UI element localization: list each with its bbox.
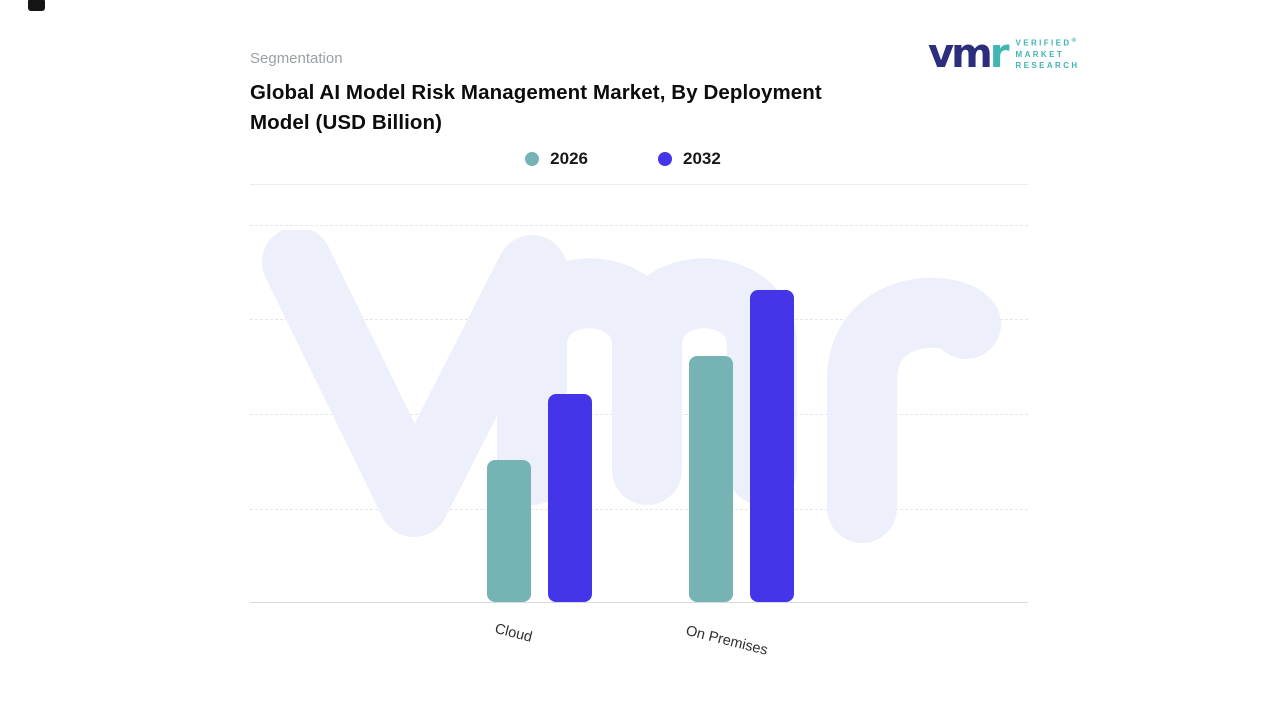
plot-area: Cloud On Premises [250, 224, 1028, 659]
bar-cloud-2032[interactable] [548, 394, 592, 602]
legend-dot-2032 [658, 152, 672, 166]
watermark-v [262, 230, 567, 537]
vmr-watermark [262, 230, 1001, 543]
header-divider [250, 184, 1028, 185]
legend-label-2026: 2026 [550, 149, 588, 168]
bar-on-premises-2026[interactable] [689, 356, 733, 602]
chart-title: Global AI Model Risk Management Market, … [250, 81, 822, 134]
vmr-logo: vmr VERIFIED® MARKET RESEARCH [928, 34, 1080, 74]
legend-dot-2026 [525, 152, 540, 166]
legend-item-2032[interactable]: 2032 [658, 149, 721, 169]
segmentation-label: Segmentation [250, 50, 343, 67]
vmr-logo-mark: vmr [928, 34, 1009, 74]
legend-label-2032: 2032 [683, 149, 721, 168]
vmr-logo-text: VERIFIED® MARKET RESEARCH [1016, 38, 1080, 70]
logo-vm-glyph: vm [928, 31, 993, 77]
bar-group-cloud [487, 224, 592, 602]
x-axis-baseline [250, 602, 1028, 603]
registered-mark: ® [1071, 37, 1077, 44]
logo-line-market: MARKET [1015, 49, 1065, 59]
legend-item-2026[interactable]: 2026 [525, 149, 588, 169]
gridline [250, 509, 1028, 510]
gridline [250, 225, 1028, 226]
category-label-cloud: Cloud [493, 621, 534, 646]
logo-line-verified: VERIFIED® [1015, 37, 1077, 48]
category-label-on-premises: On Premises [684, 623, 770, 659]
chart-legend: 2026 2032 [234, 149, 1012, 169]
logo-r-glyph: r [989, 31, 1010, 77]
logo-line-research: RESEARCH [1015, 60, 1080, 70]
corner-mark [28, 0, 45, 11]
bar-group-on-premises [689, 224, 794, 602]
bar-on-premises-2032[interactable] [750, 290, 794, 602]
bar-cloud-2026[interactable] [487, 460, 531, 602]
watermark-r [827, 277, 1001, 543]
